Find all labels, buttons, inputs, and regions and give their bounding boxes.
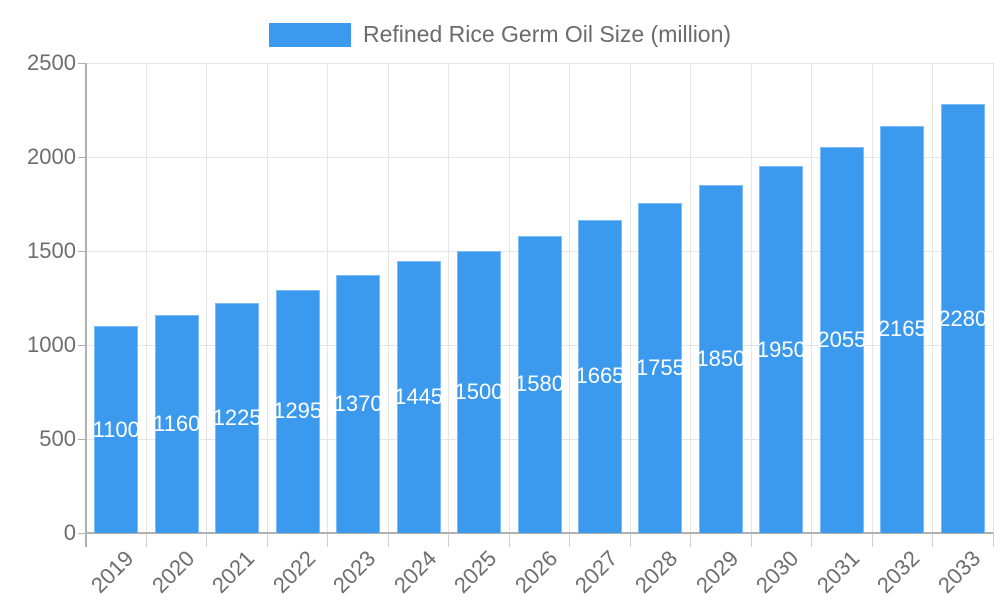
- bar-value-label-2028: 1755: [635, 355, 685, 381]
- x-axis-label-2027: 2027: [569, 545, 623, 598]
- x-gridline: [690, 63, 692, 533]
- x-axis-tick: [932, 533, 934, 547]
- x-axis-tick: [811, 533, 813, 547]
- x-gridline: [508, 63, 510, 533]
- x-axis-tick: [569, 533, 571, 547]
- legend: Refined Rice Germ Oil Size (million): [0, 21, 1000, 48]
- x-gridline: [327, 63, 329, 533]
- bar-value-label-2026: 1580: [515, 371, 564, 397]
- x-axis-tick: [266, 533, 268, 547]
- bar-value-label-2020: 1160: [153, 410, 201, 436]
- y-gridline: [86, 156, 993, 158]
- x-axis-label-2024: 2024: [388, 545, 441, 598]
- y-axis-tick: [78, 250, 86, 252]
- x-gridline: [448, 63, 450, 533]
- bar-2024[interactable]: [396, 261, 441, 533]
- x-axis-tick: [871, 533, 873, 547]
- x-gridline: [629, 63, 631, 533]
- bar-2022[interactable]: [275, 289, 320, 533]
- x-gridline: [932, 63, 934, 533]
- x-axis-label-2026: 2026: [509, 545, 562, 598]
- x-axis-label-2020: 2020: [146, 545, 199, 598]
- x-gridline: [206, 63, 208, 533]
- x-axis-label-2023: 2023: [328, 545, 381, 598]
- bar-value-label-2029: 1850: [696, 346, 746, 372]
- y-axis-tick: [78, 62, 86, 64]
- bar-2033[interactable]: [940, 104, 985, 533]
- bar-2031[interactable]: [819, 146, 864, 533]
- x-axis-tick: [327, 533, 329, 547]
- x-axis-label-2031: 2031: [811, 545, 865, 598]
- x-axis-label-2021: 2021: [207, 545, 260, 598]
- y-axis-tick-label: 1000: [27, 332, 76, 357]
- bar-2029[interactable]: [698, 185, 743, 533]
- x-axis-label-2029: 2029: [690, 545, 744, 598]
- x-axis-label-2030: 2030: [751, 545, 804, 598]
- x-gridline: [750, 63, 752, 533]
- bar-2028[interactable]: [638, 203, 683, 533]
- x-axis-label-2033: 2033: [932, 545, 986, 598]
- bar-value-label-2032: 2165: [877, 316, 927, 342]
- bar-value-label-2022: 1295: [273, 398, 323, 424]
- bar-value-label-2019: 1100: [92, 416, 140, 442]
- legend-label: Refined Rice Germ Oil Size (million): [362, 21, 732, 47]
- y-axis-tick-label: 2500: [27, 50, 76, 75]
- x-axis-baseline: [86, 532, 993, 534]
- bar-2021[interactable]: [215, 302, 260, 533]
- y-axis-tick: [78, 438, 86, 440]
- x-axis-tick: [206, 533, 208, 547]
- x-axis-label-2032: 2032: [872, 545, 925, 598]
- x-axis-label-2022: 2022: [267, 545, 320, 598]
- bar-value-label-2030: 1950: [756, 336, 806, 362]
- x-axis-tick: [508, 533, 510, 547]
- x-axis-tick: [387, 533, 389, 547]
- bar-2019[interactable]: [94, 326, 139, 533]
- x-axis-tick: [629, 533, 631, 547]
- bar-value-label-2031: 2055: [817, 326, 867, 352]
- x-gridline: [569, 63, 571, 533]
- x-axis-tick: [992, 533, 994, 547]
- bar-2030[interactable]: [759, 166, 804, 533]
- bar-2026[interactable]: [517, 235, 562, 533]
- y-axis-tick: [78, 344, 86, 346]
- x-axis-label-2025: 2025: [449, 545, 502, 598]
- bar-2023[interactable]: [336, 275, 381, 533]
- x-gridline: [387, 63, 389, 533]
- legend-swatch: [268, 22, 351, 47]
- y-axis-tick-label: 500: [39, 426, 76, 451]
- y-axis-tick-label: 0: [63, 520, 76, 545]
- x-gridline: [145, 63, 147, 533]
- y-axis-tick: [78, 532, 86, 534]
- x-axis-tick: [750, 533, 752, 547]
- bar-2027[interactable]: [577, 219, 622, 533]
- x-axis-tick: [448, 533, 450, 547]
- bar-value-label-2021: 1225: [212, 404, 262, 430]
- y-axis-tick: [78, 156, 86, 158]
- x-gridline: [871, 63, 873, 533]
- bar-value-label-2033: 2280: [938, 305, 988, 331]
- bar-2032[interactable]: [880, 125, 925, 533]
- y-axis-tick-label: 1500: [27, 238, 76, 263]
- bar-value-label-2025: 1500: [454, 379, 504, 404]
- bar-value-label-2023: 1370: [333, 391, 383, 417]
- x-gridline: [992, 63, 994, 533]
- x-axis-label-2028: 2028: [630, 545, 683, 598]
- x-axis-label-2019: 2019: [86, 545, 139, 598]
- y-axis-line: [85, 63, 87, 547]
- x-gridline: [266, 63, 268, 533]
- y-gridline: [86, 62, 993, 64]
- x-axis-tick: [145, 533, 147, 547]
- bar-value-label-2024: 1445: [394, 384, 444, 410]
- bar-value-label-2027: 1665: [575, 363, 625, 389]
- y-axis-tick-label: 2000: [27, 144, 76, 169]
- bar-2020[interactable]: [154, 314, 199, 533]
- x-axis-tick: [690, 533, 692, 547]
- x-gridline: [811, 63, 813, 533]
- bar-2025[interactable]: [457, 251, 502, 533]
